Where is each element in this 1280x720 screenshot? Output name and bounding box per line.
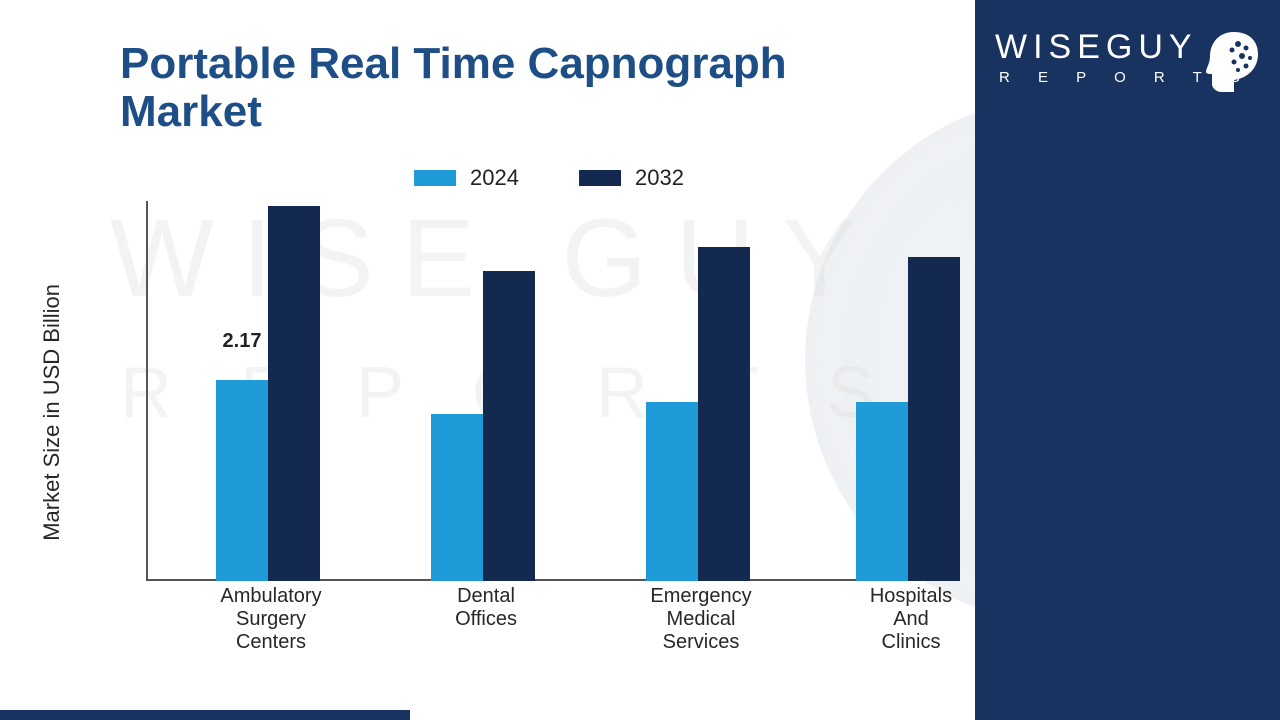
- head-icon: [1204, 30, 1260, 94]
- bar-2024: [646, 402, 698, 581]
- legend-label-2032: 2032: [635, 165, 684, 191]
- y-axis-label: Market Size in USD Billion: [39, 284, 65, 541]
- legend-item-2032: 2032: [579, 165, 684, 191]
- bar-2032: [698, 247, 750, 581]
- canvas: WISE GUY REPORTS Portable Real Time Capn…: [0, 0, 1280, 720]
- legend-item-2024: 2024: [414, 165, 519, 191]
- plot-area: 2.17: [146, 201, 936, 581]
- y-axis: [146, 201, 148, 581]
- x-axis-label: AmbulatorySurgeryCenters: [186, 585, 356, 654]
- bar-2024: [431, 414, 483, 581]
- right-panel: [975, 0, 1280, 720]
- x-axis-label: EmergencyMedicalServices: [616, 585, 786, 654]
- bottom-accent-bar: [0, 710, 410, 720]
- x-axis-label: HospitalsAndClinics: [826, 585, 996, 654]
- bar-2032: [483, 271, 535, 581]
- x-axis-label: DentalOffices: [401, 585, 571, 631]
- bar-2024: [216, 380, 268, 581]
- bar-2032: [908, 257, 960, 581]
- legend-swatch-2032: [579, 170, 621, 186]
- legend-label-2024: 2024: [470, 165, 519, 191]
- legend: 2024 2032: [414, 165, 684, 191]
- legend-swatch-2024: [414, 170, 456, 186]
- bar-value-label: 2.17: [223, 330, 262, 353]
- bar-chart: Market Size in USD Billion 2024 2032 2.1…: [82, 165, 962, 665]
- bar-2024: [856, 402, 908, 581]
- bar-2032: [268, 206, 320, 581]
- chart-title: Portable Real Time Capnograph Market: [120, 40, 840, 137]
- brand-logo: WISEGUY R E P O R T S: [995, 28, 1260, 86]
